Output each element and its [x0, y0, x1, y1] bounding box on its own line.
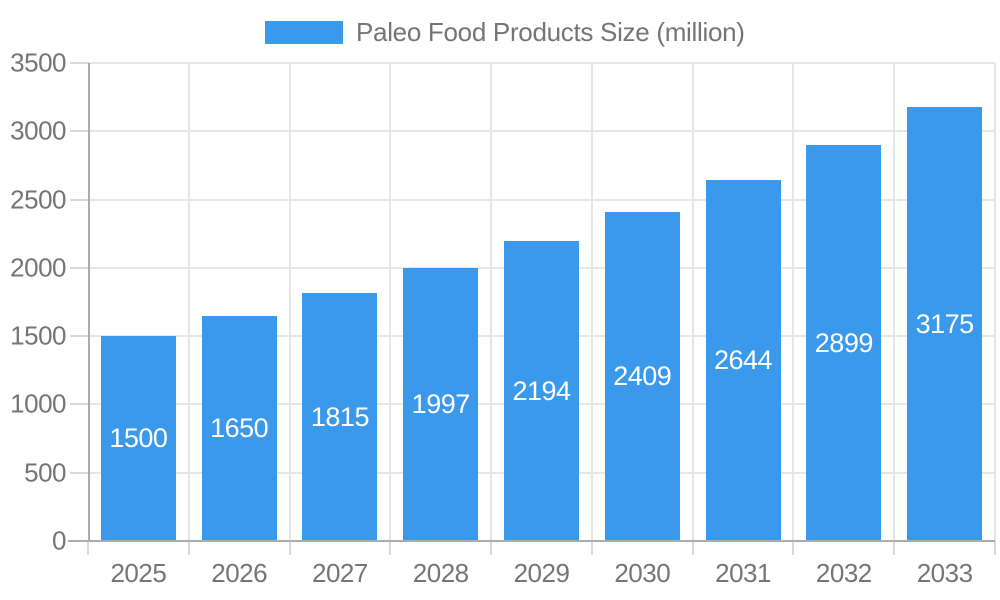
v-gridline: [590, 63, 593, 541]
bar[interactable]: 2194: [504, 241, 579, 541]
x-axis-tick-label: 2027: [312, 558, 368, 588]
v-gridline: [691, 63, 694, 541]
x-tick-mark: [87, 541, 89, 555]
x-axis-tick-label: 2030: [614, 558, 671, 588]
y-axis-tick-label: 500: [24, 457, 66, 488]
v-gridline: [994, 63, 996, 541]
x-tick-mark: [691, 541, 694, 555]
v-gridline: [288, 63, 291, 541]
y-tick-mark: [70, 335, 88, 338]
bar-value-label: 2409: [613, 361, 672, 391]
x-tick-mark: [288, 541, 291, 555]
y-tick-mark: [70, 130, 88, 133]
bar-value-label: 1815: [310, 401, 370, 432]
bar-value-label: 1997: [411, 389, 471, 420]
y-tick-mark: [70, 471, 88, 474]
bar-value-label: 2644: [714, 344, 773, 375]
h-gridline: [88, 198, 995, 201]
y-axis-tick-label: 2500: [10, 184, 66, 215]
y-tick-mark: [70, 266, 88, 269]
y-tick-mark: [70, 403, 88, 406]
bar[interactable]: 1650: [201, 315, 277, 541]
y-axis-tick-label: 3000: [10, 115, 66, 146]
bar[interactable]: 2899: [806, 145, 882, 541]
y-axis-tick-label: 0: [52, 525, 66, 556]
y-axis-tick-label: 2000: [10, 252, 66, 283]
x-tick-mark: [893, 541, 896, 555]
x-tick-mark: [389, 541, 392, 555]
x-axis-tick-label: 2028: [412, 558, 469, 588]
bar[interactable]: 2409: [604, 212, 680, 541]
x-tick-mark: [994, 541, 996, 555]
bar[interactable]: 1815: [302, 293, 378, 541]
x-axis-tick-label: 2033: [916, 558, 973, 588]
bar[interactable]: 2644: [705, 179, 781, 541]
v-gridline: [792, 63, 795, 541]
h-gridline: [88, 62, 995, 64]
y-axis-tick-label: 1500: [10, 320, 66, 351]
y-axis-line: [88, 63, 90, 541]
x-tick-mark: [590, 541, 593, 555]
legend-label: Paleo Food Products Size (million): [356, 16, 745, 47]
bar[interactable]: 3175: [907, 107, 983, 541]
bar-value-label: 1650: [210, 412, 269, 443]
v-gridline: [893, 63, 896, 541]
v-gridline: [389, 63, 392, 541]
bar-value-label: 1500: [109, 423, 168, 454]
bar[interactable]: 1997: [403, 268, 479, 541]
x-axis-line: [68, 540, 995, 542]
x-axis-tick-label: 2031: [715, 558, 771, 588]
x-axis-tick-label: 2032: [815, 558, 872, 588]
y-axis-tick-label: 3500: [10, 47, 66, 78]
x-axis-tick-label: 2026: [211, 558, 268, 588]
v-gridline: [490, 63, 493, 541]
plot-area: 1500 1650 1815 1997 2194 2409 2644 2899 3175 0 50…: [10, 48, 996, 588]
x-tick-mark: [792, 541, 795, 555]
v-gridline: [187, 63, 190, 541]
y-tick-mark: [70, 62, 88, 64]
x-axis-tick-label: 2029: [513, 558, 570, 588]
bar-value-label: 2899: [814, 327, 874, 358]
bar-value-label: 2194: [512, 375, 571, 406]
legend-item[interactable]: Paleo Food Products Size (million): [265, 16, 745, 47]
legend-swatch: [265, 20, 343, 44]
y-axis-tick-label: 1000: [10, 388, 66, 419]
bar[interactable]: 1500: [100, 336, 176, 541]
x-axis-tick-label: 2025: [110, 558, 167, 588]
y-tick-mark: [70, 198, 88, 201]
x-tick-mark: [490, 541, 493, 555]
h-gridline: [88, 130, 995, 133]
bar-value-label: 3175: [915, 308, 975, 339]
x-tick-mark: [187, 541, 190, 555]
